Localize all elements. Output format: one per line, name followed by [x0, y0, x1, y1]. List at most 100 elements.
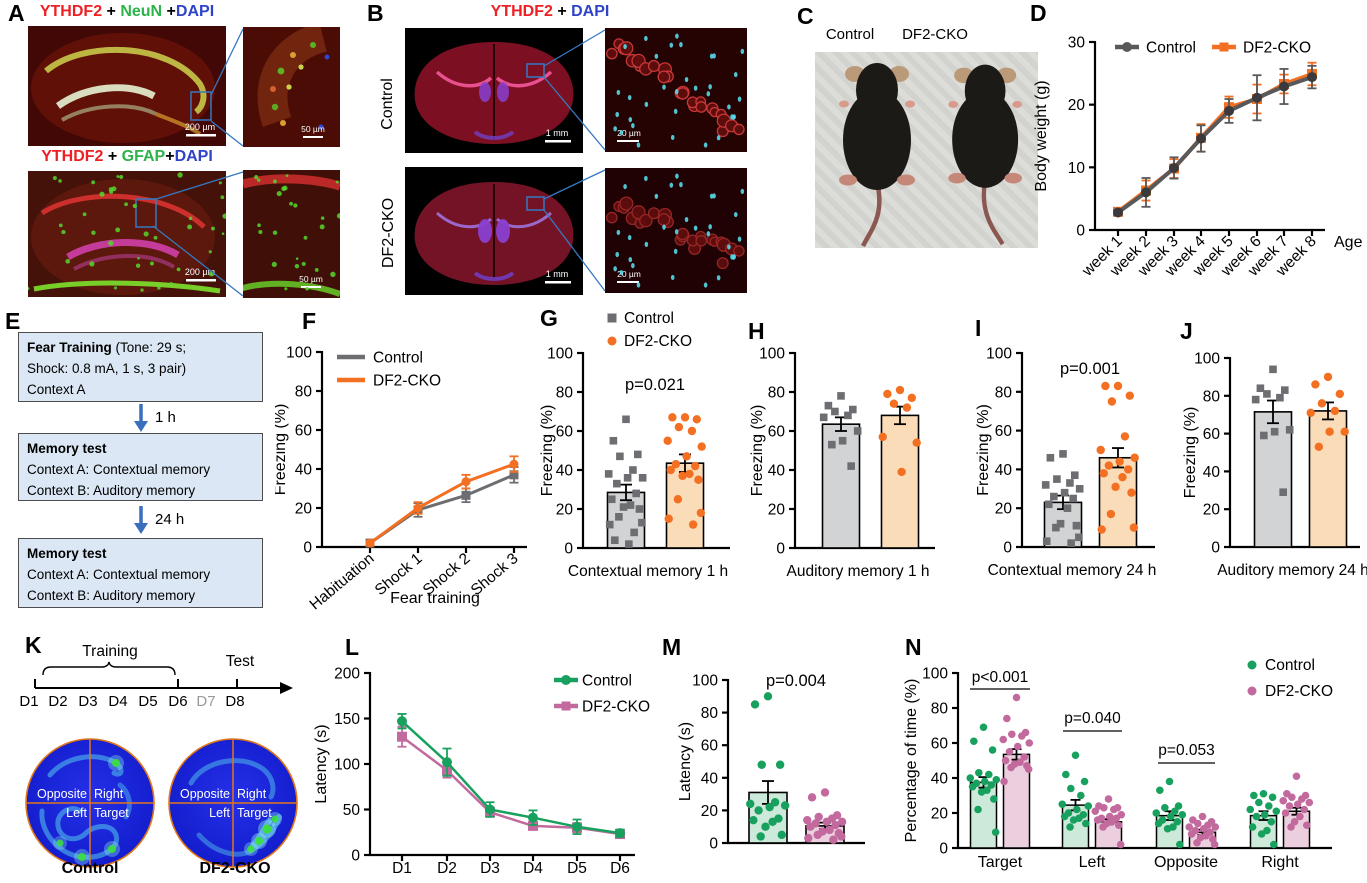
- scalebar-1mm-1: 1 mm: [546, 128, 569, 138]
- svg-text:100: 100: [759, 346, 785, 363]
- svg-text:40: 40: [995, 462, 1013, 479]
- svg-text:40: 40: [931, 771, 949, 788]
- svg-text:100: 100: [286, 345, 312, 362]
- svg-text:60: 60: [295, 423, 313, 440]
- panel-b-row-label-control: Control: [379, 78, 396, 130]
- svg-text:20: 20: [768, 502, 786, 519]
- svg-text:40: 40: [556, 463, 574, 480]
- flow-delay-1h: 1 h: [155, 409, 176, 426]
- quadrant-left-2: Left: [209, 806, 230, 820]
- timeline-day-d8: D8: [225, 693, 244, 710]
- svg-text:100: 100: [922, 666, 948, 683]
- svg-text:80: 80: [295, 384, 313, 401]
- brain-section-control: 1 mm: [405, 28, 583, 153]
- panel-c-label-cko: DF2-CKO: [902, 26, 968, 43]
- latency-probe-chart: 0 20 40 60 80 100 Latency (s) p=0.004: [677, 672, 865, 853]
- timeline-day-d7: D7: [196, 693, 215, 710]
- panel-a-title-gfap: YTHDF2 + GFAP+DAPI: [41, 148, 213, 165]
- svg-text:Age: Age: [1334, 234, 1363, 251]
- mouse-control: [839, 63, 915, 248]
- svg-text:D2: D2: [437, 860, 457, 877]
- panel-i-letter: I: [975, 315, 982, 341]
- svg-text:p=0.053: p=0.053: [1158, 742, 1214, 759]
- svg-text:Control: Control: [624, 310, 674, 327]
- svg-text:p=0.021: p=0.021: [625, 376, 685, 394]
- panel-i: I 0 20 40 60 80 100 Freezing (%) p=0.001 Context…: [950, 300, 1165, 600]
- flow-box-fear-training: Fear Training (Tone: 29 s; Shock: 0.8 mA…: [18, 332, 263, 402]
- svg-text:Control: Control: [373, 350, 423, 367]
- svg-text:Latency (s): Latency (s): [677, 722, 694, 801]
- svg-text:0: 0: [939, 841, 948, 858]
- svg-text:100: 100: [334, 757, 360, 774]
- svg-text:Body weight (g): Body weight (g): [1033, 80, 1050, 191]
- svg-text:DF2-CKO: DF2-CKO: [624, 333, 692, 350]
- panel-m: M 0 20 40 60 80 100 Latency (s) p=0.004: [660, 610, 900, 883]
- flow-arrow-1h-icon: [134, 404, 148, 432]
- scalebar-20um-2: 20 µm: [617, 269, 641, 279]
- timeline-day-d4: D4: [108, 693, 127, 710]
- timeline-day-d1: D1: [19, 693, 38, 710]
- panel-b-row-label-cko: DF2-CKO: [380, 197, 397, 268]
- svg-text:20: 20: [1203, 502, 1221, 519]
- svg-text:100: 100: [986, 346, 1012, 363]
- panel-n-letter: N: [905, 634, 922, 660]
- mouse-photo: [815, 52, 1038, 248]
- quadrant-right-2: Right: [237, 787, 267, 801]
- svg-text:80: 80: [931, 701, 949, 718]
- mouse-cko: [948, 64, 1022, 246]
- svg-text:DF2-CKO: DF2-CKO: [1243, 40, 1311, 57]
- svg-text:Percentage of time (%): Percentage of time (%): [903, 679, 920, 843]
- svg-text:20: 20: [556, 502, 574, 519]
- panel-c-letter: C: [797, 3, 814, 29]
- svg-text:80: 80: [1203, 388, 1221, 405]
- svg-text:20: 20: [701, 803, 719, 820]
- brain-inset-control: 20 µm: [605, 28, 747, 152]
- contextual-memory-1h-chart: 0 20 40 60 80 100 Freezing (%) p=0.021 Contextua…: [539, 310, 730, 580]
- svg-text:60: 60: [995, 423, 1013, 440]
- svg-text:60: 60: [768, 424, 786, 441]
- svg-text:0: 0: [1211, 540, 1220, 557]
- svg-text:40: 40: [701, 770, 719, 787]
- quadrant-right-1: Right: [94, 787, 124, 801]
- panel-c: C Control DF2-CKO: [790, 0, 1038, 300]
- panel-m-letter: M: [662, 634, 682, 660]
- maze-heatmap-cko: Opposite Right Left Target: [168, 738, 298, 868]
- panel-e: E Fear Training (Tone: 29 s; Shock: 0.8 …: [0, 300, 275, 610]
- svg-text:40: 40: [295, 462, 313, 479]
- svg-text:Opposite: Opposite: [1154, 854, 1218, 871]
- quadrant-target-1: Target: [94, 806, 129, 820]
- svg-text:0: 0: [351, 848, 360, 865]
- panel-e-letter: E: [5, 308, 21, 334]
- timeline-day-d6: D6: [168, 693, 187, 710]
- svg-text:60: 60: [701, 738, 719, 755]
- svg-text:20: 20: [931, 806, 949, 823]
- svg-text:Control: Control: [1146, 40, 1196, 57]
- svg-text:0: 0: [564, 541, 573, 558]
- svg-text:100: 100: [547, 346, 573, 363]
- svg-text:Freezing (%): Freezing (%): [975, 404, 992, 496]
- panel-a-title-neun: YTHDF2 + NeuN +DAPI: [39, 3, 215, 20]
- svg-text:20: 20: [995, 501, 1013, 518]
- svg-text:80: 80: [995, 384, 1013, 401]
- svg-text:Habituation: Habituation: [307, 550, 378, 610]
- svg-text:Freezing (%): Freezing (%): [275, 404, 289, 496]
- timeline-day-d2: D2: [48, 693, 67, 710]
- svg-text:50: 50: [343, 802, 361, 819]
- svg-text:40: 40: [1203, 464, 1221, 481]
- latency-training-chart: 0 50 100 150 200 Latency (s) D1 D2 D3 D4 D5 D6 Contr…: [313, 666, 650, 878]
- panel-j: J 0 20 40 60 80 100 Freezing (%) Auditory memor…: [1165, 300, 1367, 600]
- svg-text:0: 0: [776, 541, 785, 558]
- flow-box-memory-test-1h: Memory test Context A: Contextual memory…: [18, 433, 263, 501]
- scalebar-50um-2: 50 µm: [299, 274, 323, 284]
- maze-control-hotspots: [53, 755, 124, 865]
- brain-inset-cko: 20 µm: [605, 168, 747, 293]
- svg-text:DF2-CKO: DF2-CKO: [1265, 683, 1333, 700]
- svg-text:D4: D4: [523, 860, 543, 877]
- svg-text:Control: Control: [582, 673, 632, 690]
- scalebar-20um-1: 20 µm: [617, 128, 641, 138]
- mouse-photo-drawing: [839, 63, 1022, 248]
- scalebar-1mm-2: 1 mm: [546, 269, 569, 279]
- svg-text:D3: D3: [480, 860, 500, 877]
